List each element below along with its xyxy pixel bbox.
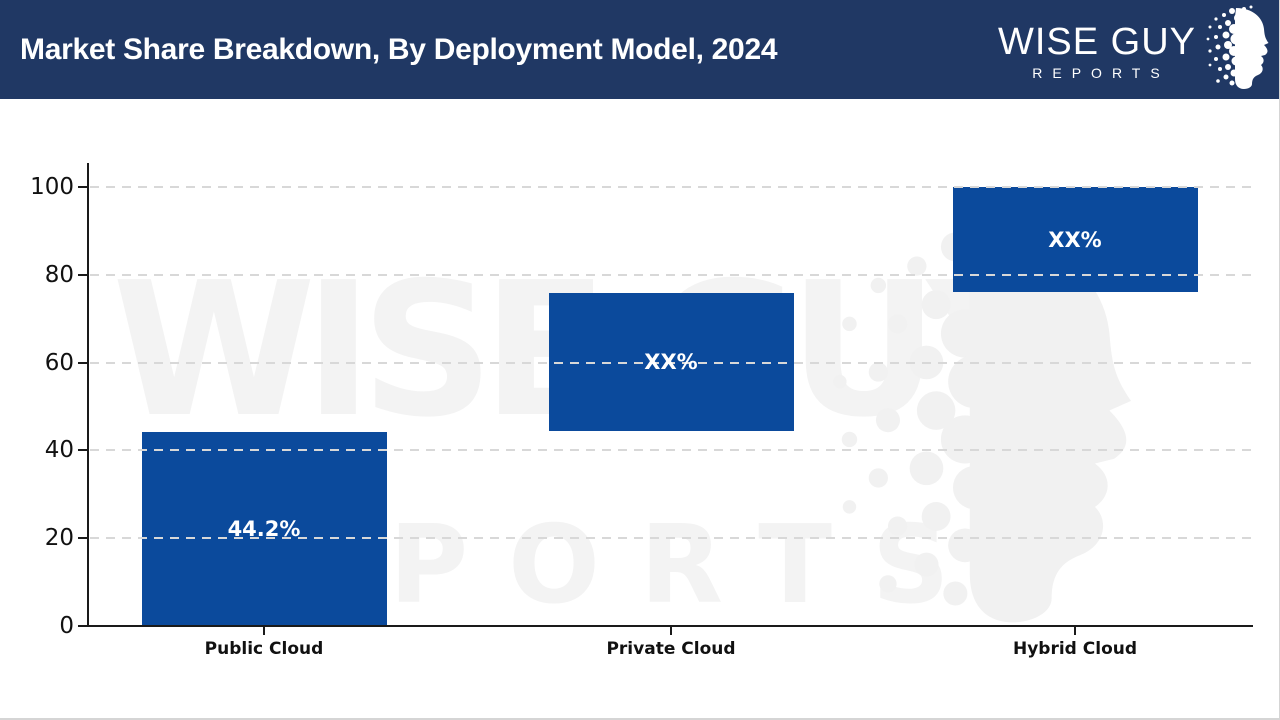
bar-value-label: XX% — [1048, 228, 1102, 252]
gridline — [90, 186, 1253, 188]
y-axis-tick — [78, 362, 88, 364]
y-tick-label: 60 — [44, 350, 74, 376]
brand-logo-text: WISE GUY REPORTS — [998, 23, 1196, 81]
y-axis-tick — [78, 274, 88, 276]
brand-name: WISE GUY — [997, 21, 1196, 63]
x-tick-label: Public Cloud — [204, 639, 324, 659]
y-axis-tick — [78, 186, 88, 188]
y-tick-label: 20 — [44, 525, 74, 551]
bar-public-cloud — [141, 432, 387, 626]
brand-logo: WISE GUY REPORTS — [998, 5, 1270, 91]
chart-title: Market Share Breakdown, By Deployment Mo… — [20, 32, 778, 66]
x-tick-label: Hybrid Cloud — [1012, 639, 1138, 659]
y-tick-label: 40 — [44, 437, 74, 463]
bar-value-label: 44.2% — [227, 517, 301, 541]
y-axis-tick — [78, 537, 88, 539]
bar-value-label: XX% — [644, 350, 698, 374]
gridline — [90, 449, 1253, 451]
x-axis-line — [86, 625, 1253, 627]
x-tick-label: Private Cloud — [606, 639, 736, 659]
y-axis-tick — [78, 625, 88, 627]
x-axis-tick — [1074, 627, 1076, 635]
y-axis-line — [87, 163, 89, 627]
header-bar: Market Share Breakdown, By Deployment Mo… — [0, 0, 1279, 99]
gridline — [90, 274, 1253, 276]
x-axis-tick — [263, 627, 265, 635]
y-tick-label: 80 — [44, 262, 74, 288]
dotted-face-profile-icon — [1198, 5, 1270, 91]
gridline — [90, 362, 1253, 364]
y-tick-label: 0 — [59, 613, 74, 639]
y-tick-label: 100 — [30, 174, 74, 200]
gridline — [90, 537, 1253, 539]
x-axis-tick — [670, 627, 672, 635]
y-axis-tick — [78, 449, 88, 451]
brand-subname: REPORTS — [1032, 65, 1170, 81]
